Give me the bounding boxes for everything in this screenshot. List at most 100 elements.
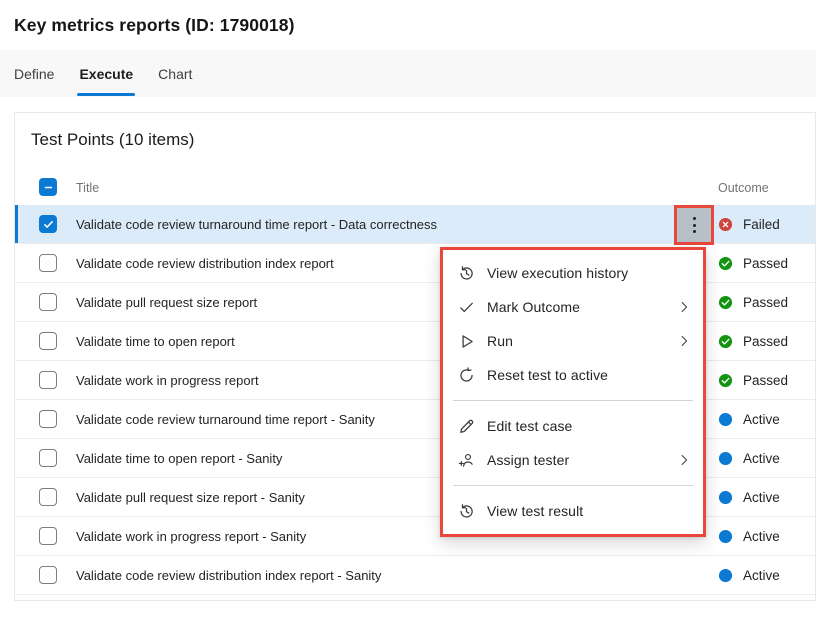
row-title: Validate code review distribution index … — [76, 256, 334, 271]
row-title: Validate pull request size report — [76, 295, 258, 310]
active-outcome-icon — [718, 490, 733, 504]
row-checkbox[interactable] — [39, 449, 57, 467]
outcome-badge: Active — [718, 400, 780, 438]
menu-divider — [453, 485, 693, 486]
row-title: Validate code review turnaround time rep… — [76, 217, 438, 232]
history-icon — [460, 265, 473, 280]
reset-icon — [458, 366, 475, 384]
outcome-label: Passed — [743, 255, 789, 271]
table-row[interactable]: Validate time to open report Passed — [15, 322, 815, 361]
table-row[interactable]: Validate code review turnaround time rep… — [15, 205, 815, 245]
passed-outcome-icon — [718, 373, 733, 387]
outcome-badge: Active — [718, 517, 780, 555]
reset-icon — [460, 366, 473, 382]
kebab-dot — [692, 230, 696, 233]
menu-item-view-test-result[interactable]: View test result — [443, 494, 703, 528]
table-header-row: Title Outcome — [15, 171, 815, 205]
outcome-badge: Active — [718, 439, 780, 477]
table-row[interactable]: Validate pull request size report Passed — [15, 283, 815, 322]
kebab-dot — [692, 217, 696, 220]
outcome-label: Active — [743, 489, 780, 505]
row-title: Validate time to open report - Sanity — [76, 451, 283, 466]
tab-chart[interactable]: Chart — [158, 50, 192, 97]
row-title: Validate pull request size report - Sani… — [76, 490, 305, 505]
table-row[interactable]: Validate code review distribution index … — [15, 244, 815, 283]
tab-define[interactable]: Define — [14, 50, 54, 97]
table-row[interactable]: Validate work in progress report - Sanit… — [15, 517, 815, 556]
row-checkbox[interactable] — [39, 371, 57, 389]
table-row[interactable]: Validate time to open report - Sanity Ac… — [15, 439, 815, 478]
passed-outcome-icon — [718, 256, 733, 270]
tab-execute[interactable]: Execute — [77, 50, 136, 97]
outcome-label: Active — [743, 450, 780, 466]
row-checkbox[interactable] — [39, 527, 57, 545]
play-icon — [462, 334, 473, 348]
outcome-badge: Passed — [718, 361, 788, 399]
row-title: Validate code review distribution index … — [76, 568, 382, 583]
active-outcome-icon — [718, 568, 733, 582]
play-icon — [458, 333, 475, 350]
row-checkbox[interactable] — [39, 293, 57, 311]
checkmark-icon — [458, 299, 475, 316]
outcome-label: Failed — [743, 216, 780, 232]
table-row[interactable]: Validate code review turnaround time rep… — [15, 400, 815, 439]
outcome-badge: Passed — [718, 244, 788, 282]
chevron-right-icon — [677, 334, 691, 348]
tab-bar: Define Execute Chart — [0, 50, 816, 97]
menu-item-mark-outcome[interactable]: Mark Outcome — [443, 290, 703, 324]
menu-item-run[interactable]: Run — [443, 324, 703, 358]
outcome-label: Passed — [743, 294, 789, 310]
row-checkbox[interactable] — [39, 254, 57, 272]
row-checkbox[interactable] — [39, 332, 57, 350]
column-header-title: Title — [76, 181, 100, 195]
test-points-heading: Test Points (10 items) — [31, 130, 195, 149]
outcome-badge: Passed — [718, 322, 788, 360]
table-row[interactable]: Validate pull request size report - Sani… — [15, 478, 815, 517]
row-checkbox[interactable] — [39, 488, 57, 506]
chevron-right-icon — [681, 336, 688, 346]
select-all-checkbox[interactable] — [39, 178, 57, 196]
more-options-button[interactable] — [677, 208, 711, 242]
edit-icon — [460, 419, 474, 433]
chevron-right-icon — [677, 453, 691, 467]
active-outcome-icon — [718, 529, 733, 543]
outcome-label: Active — [743, 528, 780, 544]
menu-item-view-execution-history[interactable]: View execution history — [443, 256, 703, 290]
outcome-label: Active — [743, 567, 780, 583]
table-row[interactable]: Validate code review distribution index … — [15, 556, 815, 595]
passed-outcome-icon — [718, 295, 733, 309]
row-title: Validate time to open report — [76, 334, 235, 349]
tab-label: Execute — [79, 65, 134, 82]
tab-label: Define — [14, 65, 55, 82]
checkbox-minus-icon — [44, 186, 52, 188]
edit-icon — [458, 418, 475, 435]
context-menu: View execution history Mark Outcome Run … — [440, 247, 706, 537]
history-icon — [460, 503, 473, 518]
checkmark-icon — [460, 302, 473, 312]
chevron-right-icon — [681, 302, 688, 312]
outcome-label: Active — [743, 411, 780, 427]
menu-item-edit-test-case[interactable]: Edit test case — [443, 409, 703, 443]
page-title: Key metrics reports (ID: 1790018) — [14, 15, 295, 35]
active-outcome-icon — [718, 451, 733, 465]
row-checkbox[interactable] — [39, 566, 57, 584]
active-tab-underline — [77, 93, 136, 96]
checkbox-check-icon — [43, 220, 53, 228]
outcome-badge: Passed — [718, 283, 788, 321]
chevron-right-icon — [677, 300, 691, 314]
assign-tester-icon — [458, 452, 475, 469]
table-row[interactable]: Validate work in progress report Passed — [15, 361, 815, 400]
row-checkbox[interactable] — [39, 215, 57, 233]
row-title: Validate code review turnaround time rep… — [76, 412, 375, 427]
kebab-dot — [692, 223, 696, 227]
passed-outcome-icon — [718, 334, 733, 348]
menu-divider — [453, 400, 693, 401]
menu-item-assign-tester[interactable]: Assign tester — [443, 443, 703, 477]
row-checkbox[interactable] — [39, 410, 57, 428]
outcome-label: Passed — [743, 372, 789, 388]
outcome-label: Passed — [743, 333, 789, 349]
outcome-badge: Failed — [718, 205, 780, 243]
row-title: Validate work in progress report - Sanit… — [76, 529, 307, 544]
menu-item-reset-test-to-active[interactable]: Reset test to active — [443, 358, 703, 392]
column-header-outcome: Outcome — [718, 181, 769, 195]
